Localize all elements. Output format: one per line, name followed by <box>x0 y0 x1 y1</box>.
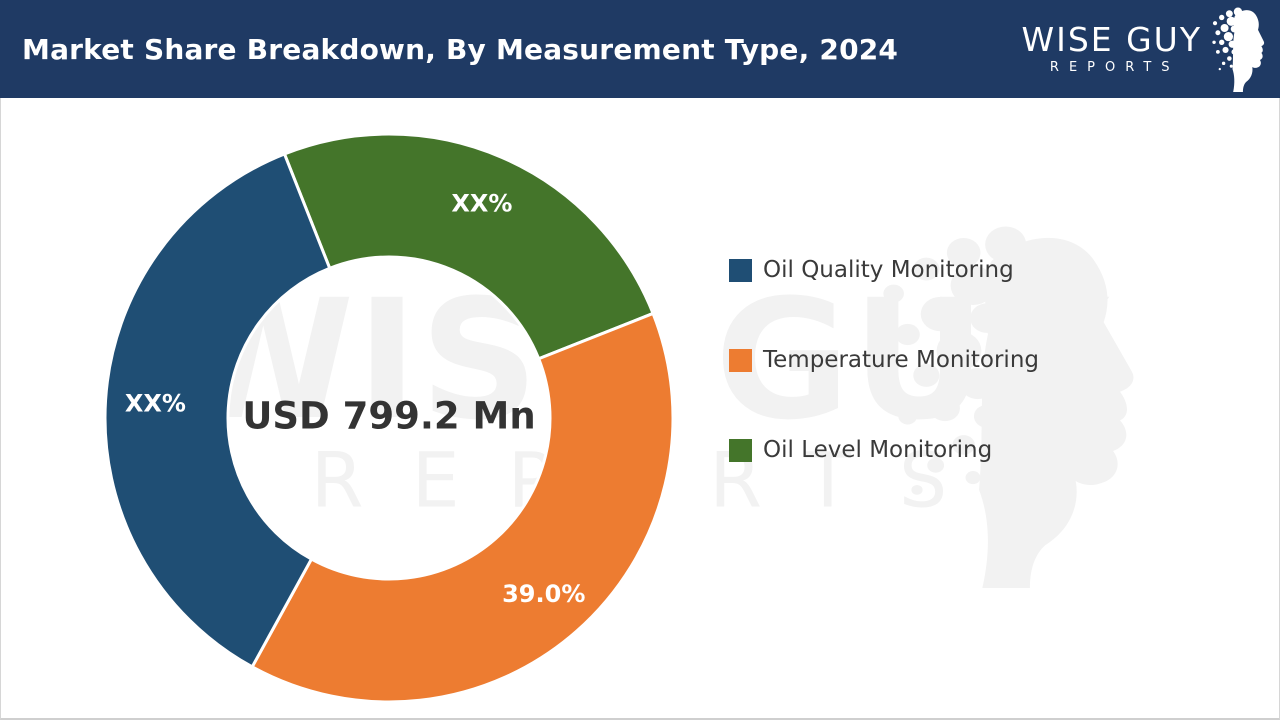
legend-label: Oil Quality Monitoring <box>763 256 1014 283</box>
legend: Oil Quality Monitoring Temperature Monit… <box>729 256 1039 526</box>
logo-wordmark: WISE GUY <box>1021 20 1202 59</box>
donut-slice-oil-level-monitoring <box>282 132 655 361</box>
donut-center-label: USD 799.2 Mn <box>242 394 536 438</box>
slice-percentage-label: 39.0% <box>502 580 585 608</box>
chart-area: WISE GUY REPORTS XX%39.0%XX% USD 799.2 M… <box>0 98 1280 720</box>
legend-swatch-green <box>729 438 752 462</box>
legend-item-temperature-monitoring: Temperature Monitoring <box>729 346 1039 374</box>
page-title: Market Share Breakdown, By Measurement T… <box>22 32 899 66</box>
slice-percentage-label: XX% <box>125 390 186 418</box>
wiseguy-face-icon <box>1212 7 1265 92</box>
legend-item-oil-quality-monitoring: Oil Quality Monitoring <box>729 256 1039 284</box>
legend-label: Oil Level Monitoring <box>763 436 993 463</box>
slice-percentage-label: XX% <box>451 190 512 218</box>
header: Market Share Breakdown, By Measurement T… <box>0 0 1280 98</box>
logo-subtitle: REPORTS <box>1049 60 1180 75</box>
wiseguy-logo-text: WISE GUY REPORTS <box>1021 23 1202 75</box>
legend-item-oil-level-monitoring: Oil Level Monitoring <box>729 436 1039 464</box>
legend-swatch-blue <box>729 258 752 282</box>
legend-swatch-orange <box>729 348 752 372</box>
donut-slice-temperature-monitoring <box>250 311 675 704</box>
donut-chart: XX% 39.0% XX% <box>103 132 675 704</box>
donut-slice-oil-quality-monitoring <box>103 152 332 669</box>
wiseguy-logo: WISE GUY REPORTS <box>1021 6 1266 92</box>
legend-label: Temperature Monitoring <box>763 346 1039 373</box>
